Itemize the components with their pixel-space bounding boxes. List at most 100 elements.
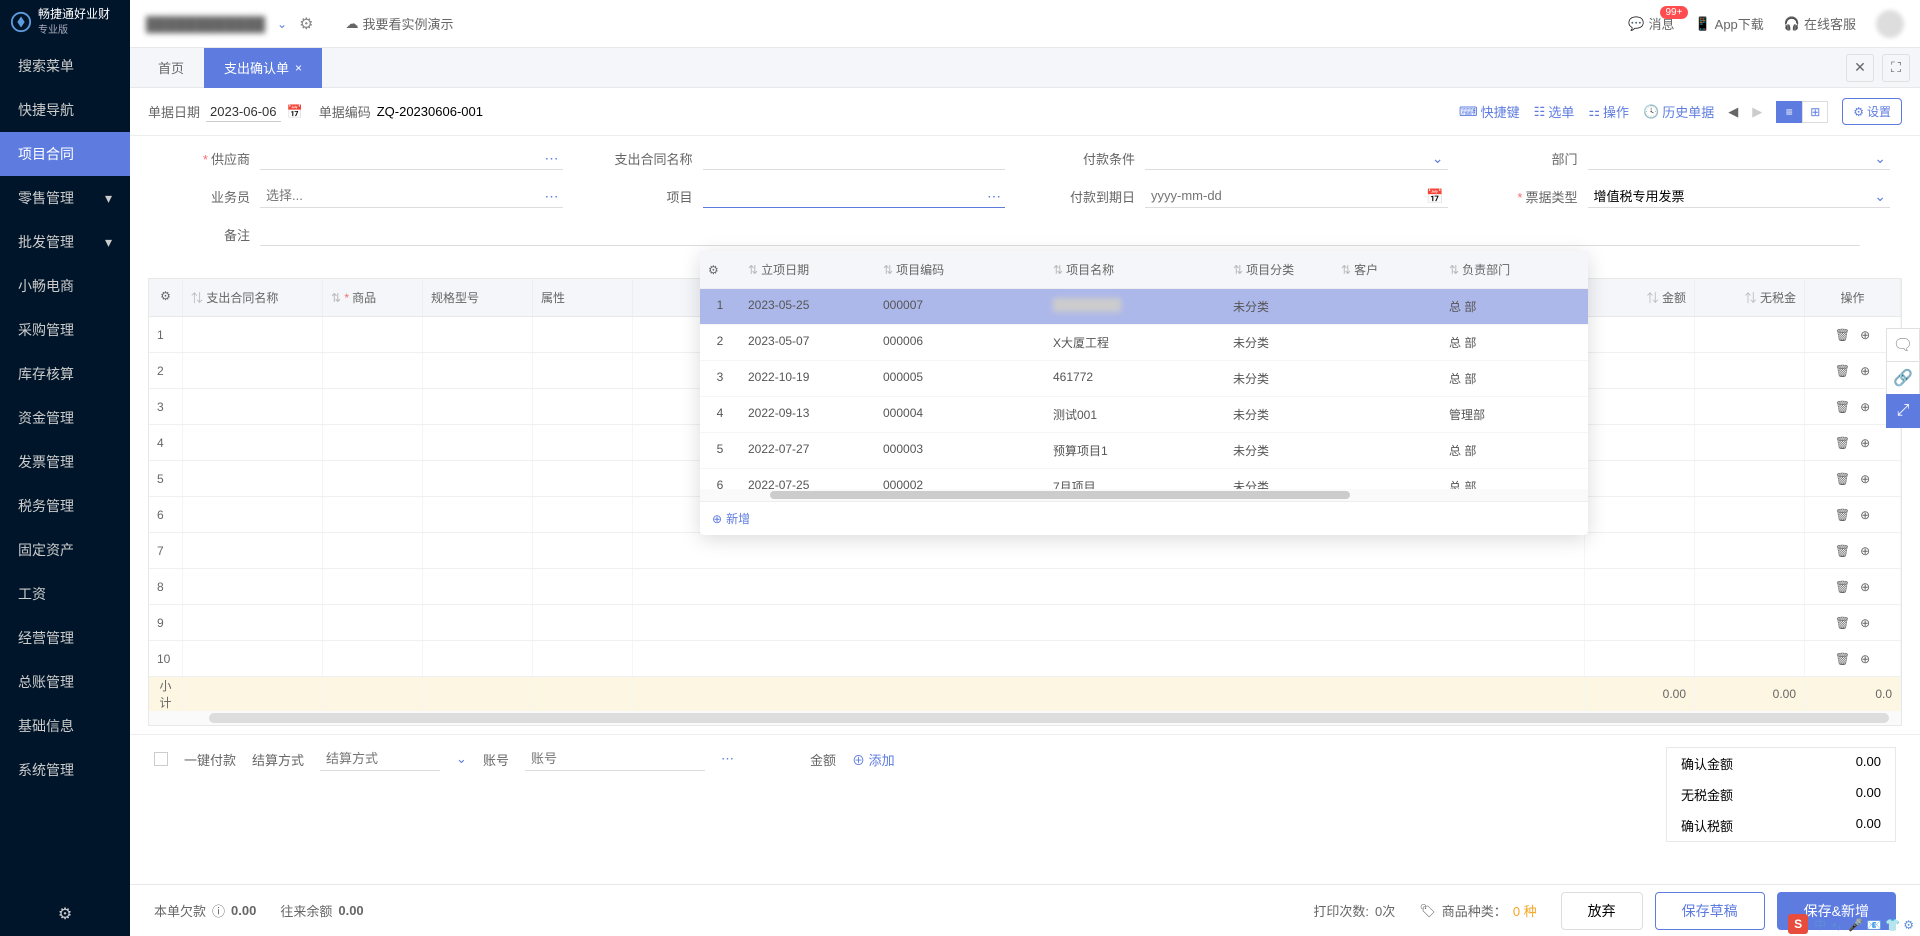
rail-expand-icon[interactable]: ⤢: [1886, 394, 1920, 428]
operate-button[interactable]: ⚏ 操作: [1588, 102, 1629, 121]
copy-row-icon[interactable]: ⊕: [1860, 328, 1870, 342]
copy-row-icon[interactable]: ⊕: [1860, 472, 1870, 486]
customer-service-button[interactable]: 🎧 在线客服: [1784, 14, 1856, 33]
remark-input[interactable]: [260, 222, 1860, 246]
delete-row-icon[interactable]: 🗑: [1835, 508, 1850, 522]
copy-row-icon[interactable]: ⊕: [1860, 580, 1870, 594]
copy-row-icon[interactable]: ⊕: [1860, 652, 1870, 666]
sidebar-item[interactable]: 固定资产: [0, 528, 130, 572]
save-draft-button[interactable]: 保存草稿: [1655, 892, 1765, 930]
sidebar-item[interactable]: 搜索菜单: [0, 44, 130, 88]
delete-row-icon[interactable]: 🗑: [1835, 328, 1850, 342]
due-date-input[interactable]: [1145, 184, 1448, 208]
calendar-icon[interactable]: 📅: [287, 104, 303, 120]
dropdown-row[interactable]: 32022-10-19000005461772未分类总 部: [700, 361, 1588, 397]
discard-button[interactable]: 放弃: [1561, 892, 1643, 930]
dropdown-add-button[interactable]: ⊕ 新增: [712, 510, 1576, 527]
delete-row-icon[interactable]: 🗑: [1835, 436, 1850, 450]
delete-row-icon[interactable]: 🗑: [1835, 580, 1850, 594]
sidebar-item[interactable]: 税务管理: [0, 484, 130, 528]
view-list[interactable]: ≡: [1776, 101, 1802, 123]
gear-icon[interactable]: ⚙: [299, 14, 313, 34]
rail-note-icon[interactable]: 🗨: [1886, 328, 1920, 362]
table-row[interactable]: 10🗑⊕: [149, 641, 1901, 677]
copy-row-icon[interactable]: ⊕: [1860, 616, 1870, 630]
avatar[interactable]: [1876, 10, 1904, 38]
tab-expense-confirm[interactable]: 支出确认单×: [204, 48, 322, 88]
contract-name-input[interactable]: [703, 146, 1006, 170]
chevron-down-icon[interactable]: ⌄: [1874, 150, 1886, 167]
shortcut-button[interactable]: ⌨ 快捷键: [1459, 102, 1520, 121]
company-name[interactable]: ████████████: [146, 16, 265, 32]
delete-row-icon[interactable]: 🗑: [1835, 400, 1850, 414]
sidebar-item[interactable]: 小畅电商: [0, 264, 130, 308]
app-download-button[interactable]: 📱 App下载: [1694, 14, 1763, 33]
dropdown-gear[interactable]: ⚙: [700, 251, 740, 288]
messages-button[interactable]: 💬 消息99+: [1628, 14, 1674, 33]
delete-row-icon[interactable]: 🗑: [1835, 544, 1850, 558]
pay-terms-input[interactable]: [1145, 146, 1448, 170]
tabs-expand[interactable]: ⛶: [1882, 54, 1910, 82]
delete-row-icon[interactable]: 🗑: [1835, 472, 1850, 486]
invoice-type-input[interactable]: [1588, 184, 1891, 208]
dropdown-row[interactable]: 52022-07-27000003预算项目1未分类总 部: [700, 433, 1588, 469]
dropdown-hscroll[interactable]: [700, 489, 1588, 501]
copy-row-icon[interactable]: ⊕: [1860, 544, 1870, 558]
view-card[interactable]: ⊞: [1802, 101, 1828, 123]
add-settle-button[interactable]: ⊕ 添加: [852, 750, 895, 769]
calendar-icon[interactable]: 📅: [1426, 188, 1443, 205]
settings-button[interactable]: ⚙ 设置: [1842, 98, 1902, 125]
settle-method-input[interactable]: [320, 747, 440, 771]
table-row[interactable]: 8🗑⊕: [149, 569, 1901, 605]
chevron-down-icon[interactable]: ⌄: [1874, 188, 1886, 205]
delete-row-icon[interactable]: 🗑: [1835, 652, 1850, 666]
demo-link[interactable]: ☁ 我要看实例演示: [345, 14, 453, 33]
table-row[interactable]: 7🗑⊕: [149, 533, 1901, 569]
sidebar-item[interactable]: 库存核算: [0, 352, 130, 396]
sidebar-item[interactable]: 批发管理▾: [0, 220, 130, 264]
more-icon[interactable]: ⋯: [545, 150, 559, 167]
onekey-checkbox[interactable]: [154, 752, 168, 766]
history-button[interactable]: 🕓 历史单据: [1643, 102, 1714, 121]
sidebar-item[interactable]: 资金管理: [0, 396, 130, 440]
company-dropdown-icon[interactable]: ⌄: [277, 17, 287, 31]
supplier-input[interactable]: [260, 146, 563, 170]
sidebar-item[interactable]: 基础信息: [0, 704, 130, 748]
dropdown-row[interactable]: 22023-05-07000006X大厦工程未分类总 部: [700, 325, 1588, 361]
delete-row-icon[interactable]: 🗑: [1835, 364, 1850, 378]
ime-icon[interactable]: S: [1788, 914, 1808, 934]
copy-row-icon[interactable]: ⊕: [1860, 508, 1870, 522]
sidebar-item[interactable]: 采购管理: [0, 308, 130, 352]
tab-home[interactable]: 首页: [138, 48, 204, 88]
table-hscroll[interactable]: [149, 711, 1901, 725]
chevron-down-icon[interactable]: ⌄: [1432, 150, 1444, 167]
doc-date[interactable]: 2023-06-06: [206, 102, 281, 122]
copy-row-icon[interactable]: ⊕: [1860, 436, 1870, 450]
dropdown-row[interactable]: 42022-09-13000004测试001未分类管理部: [700, 397, 1588, 433]
table-gear[interactable]: ⚙: [149, 279, 183, 316]
sidebar-item[interactable]: 总账管理: [0, 660, 130, 704]
project-input[interactable]: [703, 184, 1006, 208]
account-input[interactable]: [525, 747, 705, 771]
table-row[interactable]: 9🗑⊕: [149, 605, 1901, 641]
sidebar-item[interactable]: 快捷导航: [0, 88, 130, 132]
sidebar-item[interactable]: 项目合同: [0, 132, 130, 176]
more-icon[interactable]: ⋯: [987, 188, 1001, 205]
sidebar-item[interactable]: 经营管理: [0, 616, 130, 660]
select-bill-button[interactable]: ☷ 选单: [1534, 102, 1575, 121]
sidebar-item[interactable]: 系统管理: [0, 748, 130, 792]
salesperson-input[interactable]: [260, 184, 563, 208]
delete-row-icon[interactable]: 🗑: [1835, 616, 1850, 630]
sidebar-item[interactable]: 零售管理▾: [0, 176, 130, 220]
dept-input[interactable]: [1588, 146, 1891, 170]
tabs-close-all[interactable]: ✕: [1846, 54, 1874, 82]
sidebar-item[interactable]: 发票管理: [0, 440, 130, 484]
rail-attach-icon[interactable]: 🔗: [1886, 361, 1920, 395]
copy-row-icon[interactable]: ⊕: [1860, 400, 1870, 414]
copy-row-icon[interactable]: ⊕: [1860, 364, 1870, 378]
dropdown-row[interactable]: 62022-07-250000027月项目未分类总 部: [700, 469, 1588, 489]
more-icon[interactable]: ⋯: [545, 188, 559, 205]
sidebar-item[interactable]: 工资: [0, 572, 130, 616]
sidebar-settings[interactable]: ⚙: [0, 892, 130, 936]
dropdown-row[interactable]: 12023-05-25000007████████未分类总 部: [700, 289, 1588, 325]
